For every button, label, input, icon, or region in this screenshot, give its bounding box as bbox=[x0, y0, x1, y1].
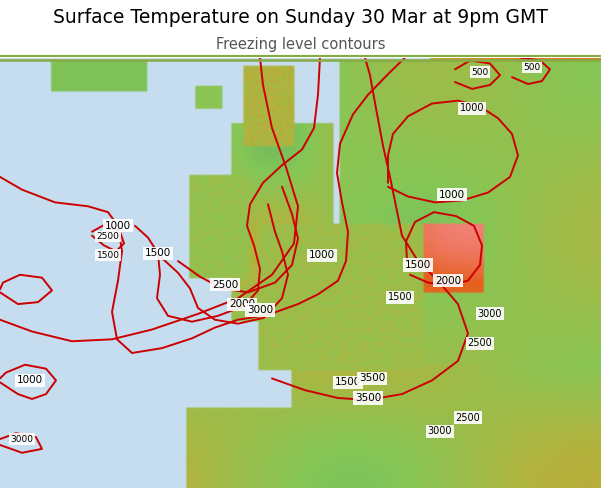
Text: 1000: 1000 bbox=[105, 221, 131, 231]
Text: 3000: 3000 bbox=[10, 435, 34, 444]
Text: Freezing level contours: Freezing level contours bbox=[216, 38, 385, 52]
Text: 1500: 1500 bbox=[405, 260, 431, 270]
Text: 1500: 1500 bbox=[388, 292, 412, 302]
Text: 3500: 3500 bbox=[355, 393, 381, 403]
Text: 2500: 2500 bbox=[212, 280, 238, 289]
Text: 1000: 1000 bbox=[460, 103, 484, 113]
Text: 2500: 2500 bbox=[468, 338, 492, 348]
Text: 1500: 1500 bbox=[335, 377, 361, 387]
Text: 2000: 2000 bbox=[435, 276, 461, 285]
Text: 1000: 1000 bbox=[439, 189, 465, 200]
Text: 1500: 1500 bbox=[97, 251, 120, 260]
Text: Surface Temperature on Sunday 30 Mar at 9pm GMT: Surface Temperature on Sunday 30 Mar at … bbox=[53, 8, 548, 27]
Text: 1500: 1500 bbox=[145, 248, 171, 258]
Text: 1000: 1000 bbox=[309, 250, 335, 260]
Text: 2000: 2000 bbox=[229, 299, 255, 309]
Text: 3500: 3500 bbox=[359, 373, 385, 384]
Text: 500: 500 bbox=[523, 63, 541, 72]
Text: 3000: 3000 bbox=[428, 426, 452, 436]
Text: 1000: 1000 bbox=[17, 375, 43, 386]
Text: 2500: 2500 bbox=[456, 412, 480, 423]
Text: 2500: 2500 bbox=[97, 232, 120, 241]
Text: 500: 500 bbox=[471, 68, 489, 77]
Text: 3000: 3000 bbox=[478, 309, 502, 319]
Text: 3000: 3000 bbox=[247, 305, 273, 315]
